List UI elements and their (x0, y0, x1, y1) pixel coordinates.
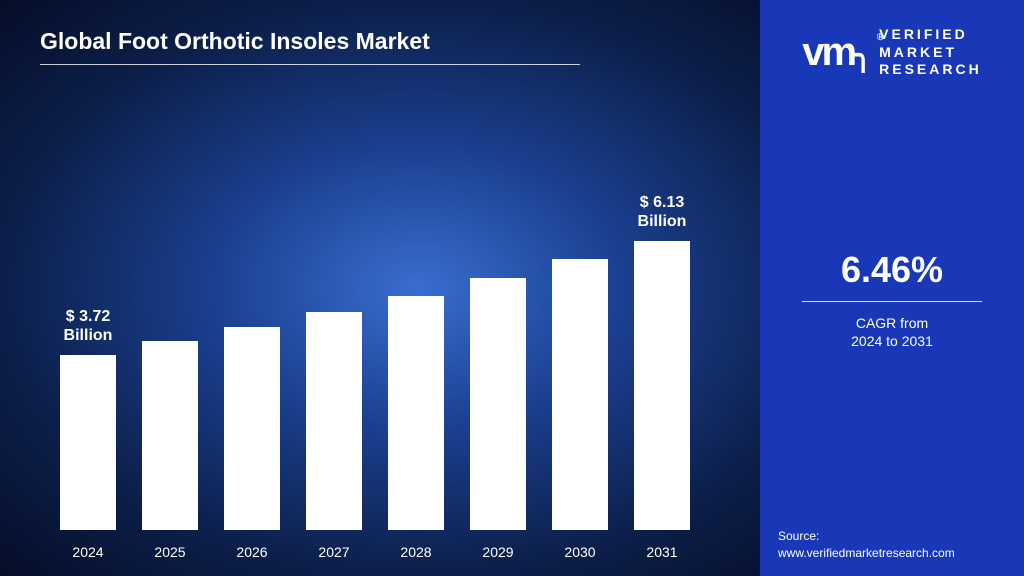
bar-value-label: $ 6.13 Billion (622, 193, 702, 231)
x-axis-label: 2031 (634, 544, 690, 560)
cagr-divider (802, 301, 982, 302)
bar (388, 296, 444, 530)
logo-mark-icon: vm╮ ® (802, 30, 869, 75)
brand-line1: VERIFIED (879, 26, 982, 44)
x-axis-labels: 2024 2025 2026 2027 2028 2029 2030 2031 (60, 544, 700, 560)
bar-group (388, 296, 444, 530)
cagr-caption-line1: CAGR from (802, 314, 982, 333)
summary-panel: vm╮ ® VERIFIED MARKET RESEARCH 6.46% CAG… (760, 0, 1024, 576)
brand-line3: RESEARCH (879, 61, 982, 79)
bar (142, 341, 198, 531)
source-label: Source: (778, 528, 955, 545)
source-attribution: Source: www.verifiedmarketresearch.com (778, 528, 955, 562)
infographic-container: Global Foot Orthotic Insoles Market $ 3.… (0, 0, 1024, 576)
cagr-caption-line2: 2024 to 2031 (802, 332, 982, 351)
title-underline (40, 64, 580, 65)
bar (306, 312, 362, 530)
x-axis-label: 2030 (552, 544, 608, 560)
cagr-caption: CAGR from 2024 to 2031 (802, 314, 982, 352)
bar (634, 241, 690, 530)
brand-name: VERIFIED MARKET RESEARCH (879, 26, 982, 79)
bar-group (552, 259, 608, 530)
x-axis-label: 2025 (142, 544, 198, 560)
cagr-value: 6.46% (802, 249, 982, 291)
bar (552, 259, 608, 530)
bar-chart: $ 3.72 Billion $ 6.13 Billion (60, 150, 700, 530)
bar-group (224, 327, 280, 530)
x-axis-label: 2024 (60, 544, 116, 560)
brand-line2: MARKET (879, 44, 982, 62)
bar-group (142, 341, 198, 531)
bar-group: $ 3.72 Billion (60, 355, 116, 530)
logo-mark-text: vm (802, 30, 854, 74)
bar-value-label: $ 3.72 Billion (48, 307, 128, 345)
bar (224, 327, 280, 530)
x-axis-label: 2029 (470, 544, 526, 560)
bar-group (306, 312, 362, 530)
bar (60, 355, 116, 530)
bar (470, 278, 526, 530)
chart-panel: Global Foot Orthotic Insoles Market $ 3.… (0, 0, 760, 576)
bar-group: $ 6.13 Billion (634, 241, 690, 530)
source-url: www.verifiedmarketresearch.com (778, 545, 955, 562)
x-axis-label: 2028 (388, 544, 444, 560)
page-title: Global Foot Orthotic Insoles Market (40, 28, 430, 55)
registered-icon: ® (877, 32, 881, 43)
bar-group (470, 278, 526, 530)
x-axis-label: 2027 (306, 544, 362, 560)
cagr-block: 6.46% CAGR from 2024 to 2031 (802, 249, 982, 352)
x-axis-label: 2026 (224, 544, 280, 560)
brand-logo: vm╮ ® VERIFIED MARKET RESEARCH (802, 26, 981, 79)
